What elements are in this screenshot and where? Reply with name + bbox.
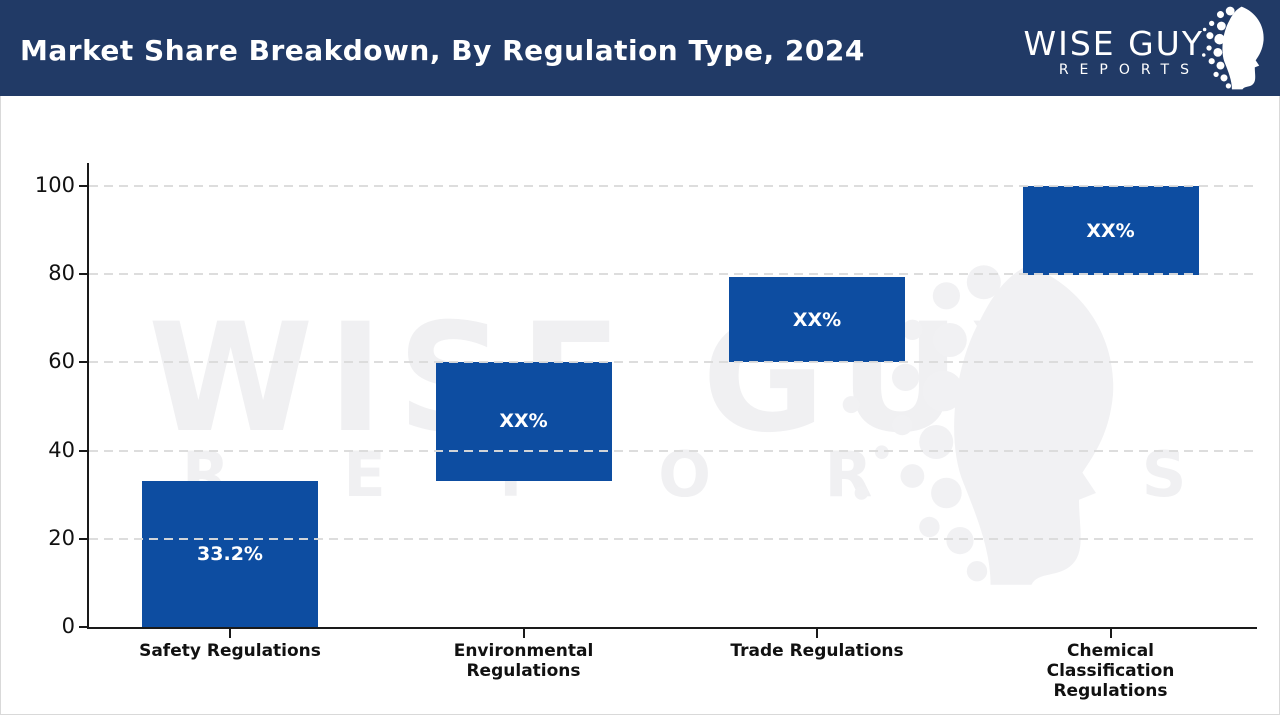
y-axis-tick-label: 60 <box>48 349 75 374</box>
y-axis-tick <box>79 537 87 540</box>
y-axis-tick-label: 100 <box>34 173 75 197</box>
y-axis-tick <box>79 361 87 364</box>
bar-value-label: XX% <box>792 308 842 331</box>
bar-value-label: XX% <box>1086 219 1135 242</box>
gridline <box>89 273 1257 276</box>
x-category-label: Safety Regulations <box>139 641 321 661</box>
bar: XX% <box>435 362 612 481</box>
header-band: Market Share Breakdown, By Regulation Ty… <box>0 0 1280 96</box>
x-category-label: Chemical Classification Regulations <box>1046 641 1175 701</box>
y-axis-tick <box>79 449 87 452</box>
gridline <box>89 185 1257 187</box>
y-axis-line <box>87 163 89 629</box>
x-axis-line <box>87 627 1257 629</box>
chart-title: Market Share Breakdown, By Regulation Ty… <box>20 34 865 67</box>
y-axis-tick-label: 80 <box>48 261 75 286</box>
y-axis-tick <box>79 273 87 276</box>
y-axis-tick-label: 20 <box>48 525 75 550</box>
x-category-label: Environmental Regulations <box>453 641 594 681</box>
bar: XX% <box>729 277 905 363</box>
gridline <box>89 361 1257 364</box>
gridline <box>89 537 1257 540</box>
logo-wordmark: WISE GUY <box>1023 24 1204 63</box>
dotted-head-icon <box>1202 6 1264 90</box>
bar-value-label: 33.2% <box>197 542 263 565</box>
bar-value-label: XX% <box>499 410 548 433</box>
y-axis-tick <box>79 626 87 628</box>
x-axis-tick <box>522 629 525 638</box>
bar: XX% <box>1022 186 1199 276</box>
bar: 33.2% <box>142 480 318 627</box>
x-axis-tick <box>816 629 818 638</box>
x-category-label: Trade Regulations <box>730 641 904 661</box>
gridline <box>89 449 1257 452</box>
wise-guy-logo: WISE GUY REPORTS <box>1012 0 1264 96</box>
logo-subtitle: REPORTS <box>1058 62 1200 78</box>
y-axis-tick <box>79 185 87 187</box>
y-axis-tick-label: 40 <box>48 437 75 462</box>
y-axis-tick-label: 0 <box>61 614 75 638</box>
x-axis-tick <box>229 629 231 638</box>
x-axis-tick <box>1109 629 1112 638</box>
